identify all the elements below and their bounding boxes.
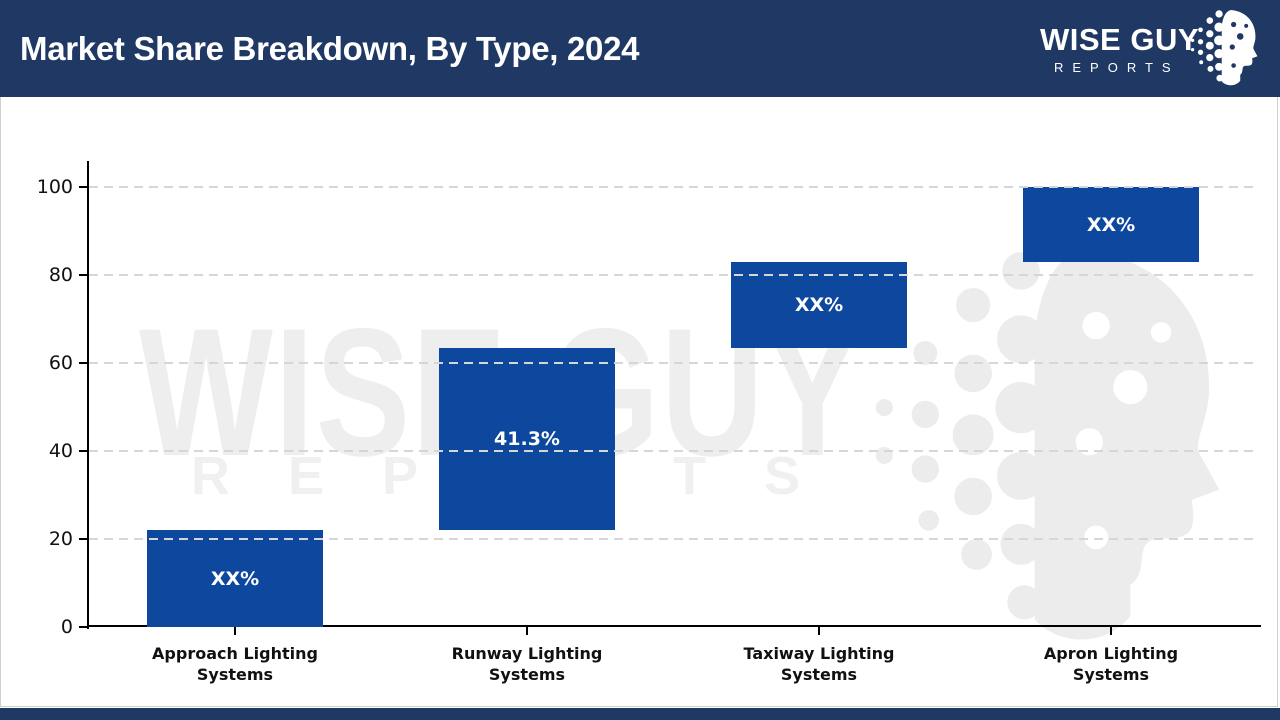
x-tick-1 (234, 627, 236, 635)
bar-3 (731, 262, 907, 349)
page-title: Market Share Breakdown, By Type, 2024 (20, 29, 640, 67)
y-tick-60 (79, 362, 87, 364)
gridline-20 (89, 538, 1257, 540)
x-tick-3 (818, 627, 820, 635)
bar-label-4: XX% (1086, 213, 1136, 236)
y-tick-0 (79, 626, 87, 628)
logo-head-icon (1190, 9, 1258, 86)
x-category-label-4: Apron Lighting Systems (1043, 644, 1179, 684)
logo: WISE GUY REPORTS (1004, 0, 1270, 97)
x-tick-4 (1110, 627, 1112, 635)
bar-2 (439, 348, 615, 531)
y-tick-label-80: 80 (48, 264, 73, 286)
gridline-60 (89, 362, 1257, 364)
y-tick-40 (79, 450, 87, 452)
y-axis (87, 161, 89, 629)
x-category-label-2: Runway Lighting Systems (451, 644, 603, 684)
y-tick-80 (79, 274, 87, 276)
bar-label-2: 41.3% (494, 428, 560, 451)
y-tick-label-100: 100 (36, 176, 73, 198)
bar-4 (1023, 187, 1199, 263)
chart-area: WISE GUY REPORTS 020406080100XX%Approach… (0, 97, 1278, 707)
y-tick-label-40: 40 (48, 440, 73, 462)
y-tick-label-20: 20 (48, 528, 73, 550)
logo-wordmark: WISE GUY (1040, 22, 1200, 57)
gridline-80 (89, 274, 1257, 276)
plot: 0 20 40 60 80 100 XX% Approach Lighting Systems 4… (37, 161, 1261, 684)
x-tick-2 (526, 627, 528, 635)
gridline-40 (89, 450, 1257, 452)
x-category-label-3: Taxiway Lighting Systems (743, 644, 895, 684)
footer-bar (0, 708, 1280, 720)
y-tick-20 (79, 538, 87, 540)
header-bar: Market Share Breakdown, By Type, 2024 WI… (0, 0, 1280, 97)
x-axis (87, 625, 1261, 627)
logo-reports-text: REPORTS (1054, 60, 1180, 75)
bar-label-1: XX% (210, 567, 260, 590)
bar-1 (147, 530, 323, 627)
y-tick-label-0: 0 (60, 616, 73, 638)
y-tick-label-60: 60 (48, 352, 73, 374)
y-tick-100 (79, 186, 87, 188)
x-category-label-1: Approach Lighting Systems (152, 644, 318, 684)
watermark-head-icon (875, 250, 1220, 640)
bar-label-3: XX% (794, 294, 844, 317)
gridline-100 (89, 186, 1257, 188)
